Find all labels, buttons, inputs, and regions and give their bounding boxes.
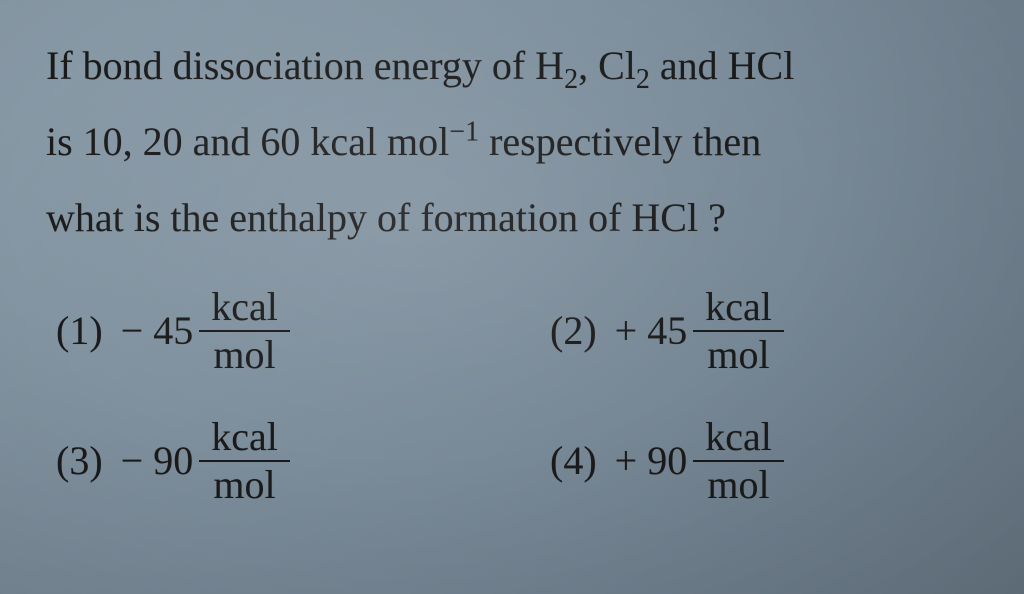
option-4-number: (4) xyxy=(550,437,597,485)
q-sub-cl2: 2 xyxy=(636,64,650,95)
option-1-number: (1) xyxy=(56,307,103,355)
option-1-unit-fraction: kcal mol xyxy=(199,286,290,376)
option-4-unit-top: kcal xyxy=(693,416,784,462)
option-2-unit-top: kcal xyxy=(693,286,784,332)
option-3-unit-top: kcal xyxy=(199,416,290,462)
option-3-unit-bot: mol xyxy=(213,462,275,506)
q-sep1: , xyxy=(578,43,598,88)
option-4-value: + 90 xyxy=(615,437,688,485)
q-line1-pre: If bond dissociation energy of xyxy=(46,43,535,88)
option-3-unit-fraction: kcal mol xyxy=(199,416,290,506)
option-4-unit-fraction: kcal mol xyxy=(693,416,784,506)
question-page: If bond dissociation energy of H2, Cl2 a… xyxy=(0,0,1024,594)
options-grid: (1) − 45 kcal mol (2) + 45 kcal mol (3) … xyxy=(46,286,984,506)
q-qmark: ? xyxy=(698,195,726,240)
option-2-unit-bot: mol xyxy=(707,332,769,376)
option-3-number: (3) xyxy=(56,437,103,485)
q-h2: H xyxy=(535,43,564,88)
option-1[interactable]: (1) − 45 kcal mol xyxy=(56,286,490,376)
option-1-unit-top: kcal xyxy=(199,286,290,332)
q-hcl-2: HCl xyxy=(631,195,698,240)
q-sub-h2: 2 xyxy=(564,64,578,95)
q-exp: −1 xyxy=(449,117,479,148)
option-3[interactable]: (3) − 90 kcal mol xyxy=(56,416,490,506)
option-2[interactable]: (2) + 45 kcal mol xyxy=(550,286,984,376)
option-1-unit-bot: mol xyxy=(213,332,275,376)
option-1-value: − 45 xyxy=(121,307,194,355)
option-2-number: (2) xyxy=(550,307,597,355)
q-line3-pre: what is the enthalpy of formation of xyxy=(46,195,631,240)
q-hcl: HCl xyxy=(728,43,795,88)
q-cl2: Cl xyxy=(598,43,636,88)
q-line2-pre: is 10, 20 and 60 kcal mol xyxy=(46,119,449,164)
q-sep2: and xyxy=(650,43,728,88)
option-4[interactable]: (4) + 90 kcal mol xyxy=(550,416,984,506)
option-2-unit-fraction: kcal mol xyxy=(693,286,784,376)
q-line2-post: respectively then xyxy=(479,119,761,164)
option-2-value: + 45 xyxy=(615,307,688,355)
option-4-unit-bot: mol xyxy=(707,462,769,506)
question-stem: If bond dissociation energy of H2, Cl2 a… xyxy=(46,28,984,256)
option-3-value: − 90 xyxy=(121,437,194,485)
